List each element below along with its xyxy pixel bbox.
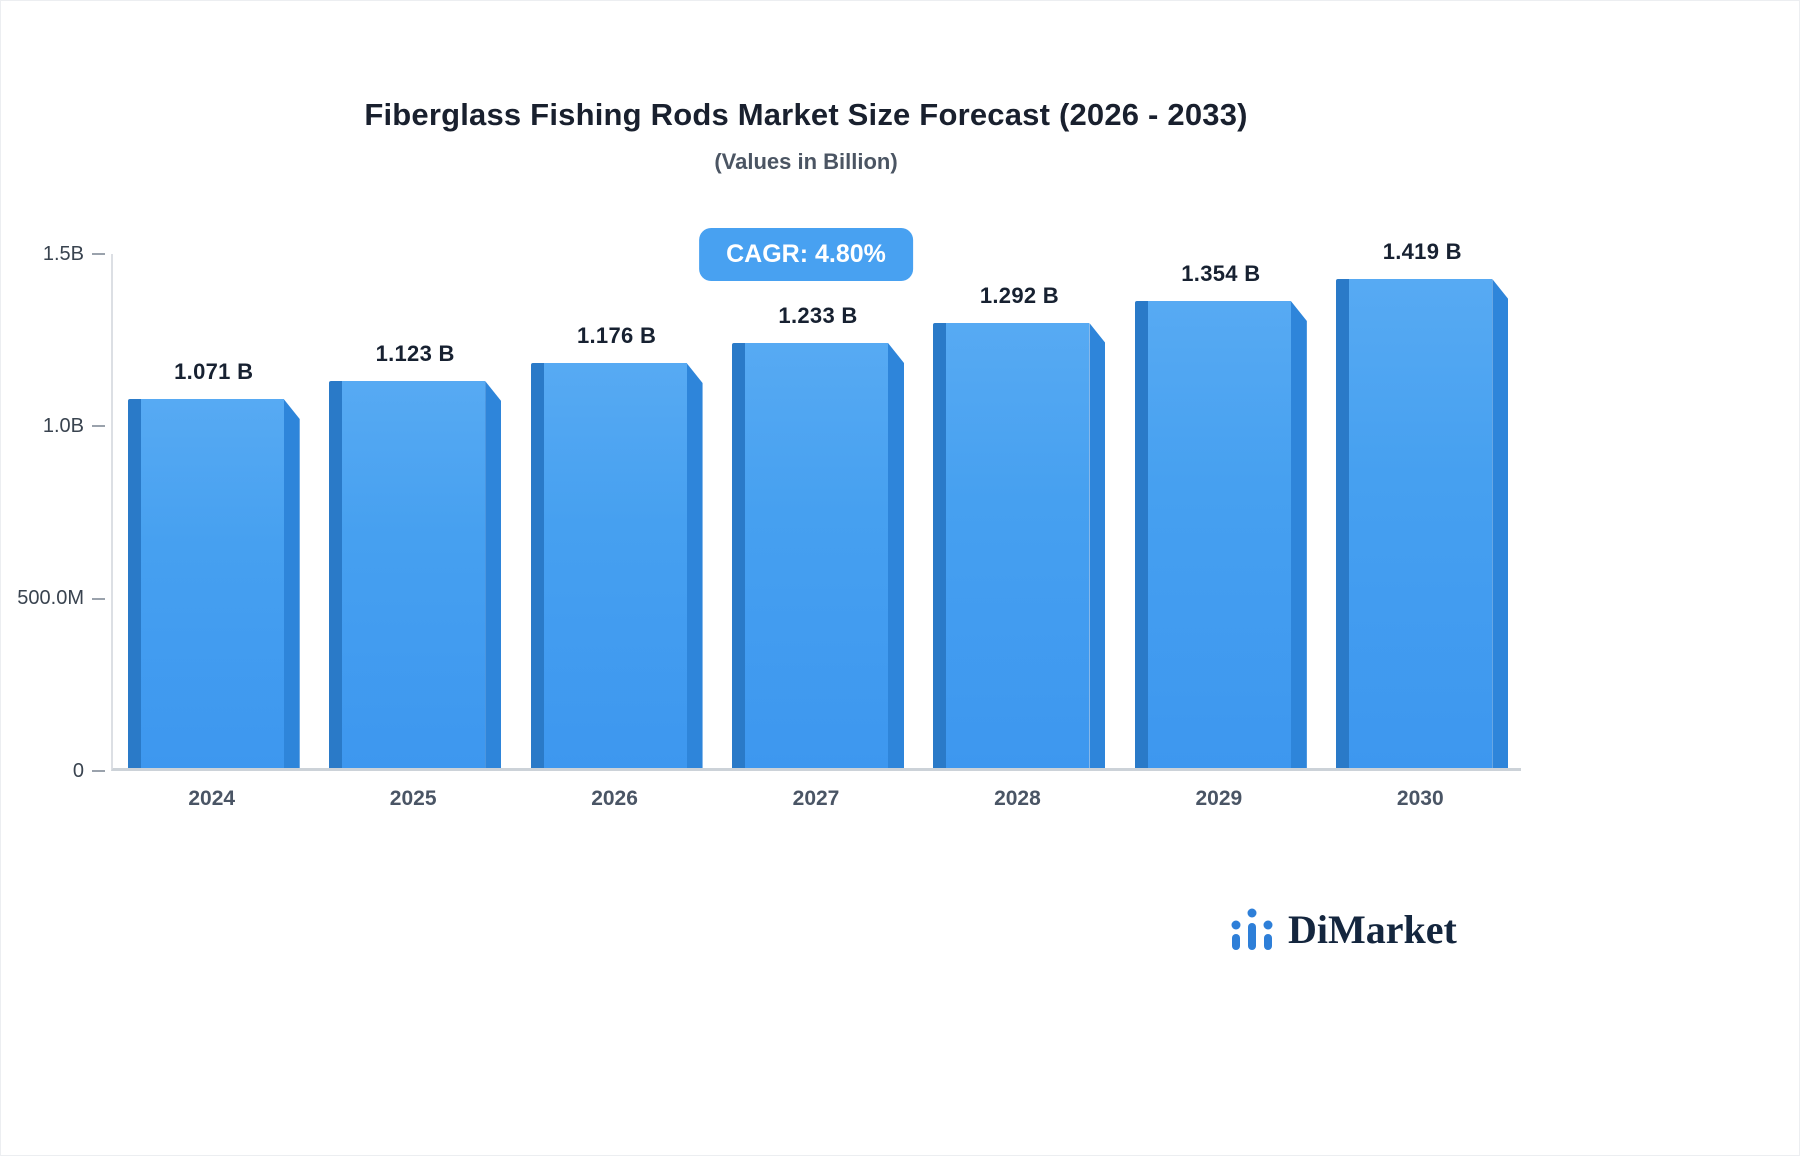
bar-chart-with-dots-icon (1229, 904, 1277, 955)
y-tick: 500.0M (1, 587, 105, 611)
bar-main-face (543, 363, 687, 768)
bar-main-face (1349, 279, 1493, 768)
bar-left-face (329, 381, 343, 768)
bar-left-face (127, 399, 141, 768)
bar-value-label: 1.176 B (576, 323, 657, 348)
brand-logo: DiMarket (1229, 904, 1457, 955)
y-tick: 1.5B (1, 242, 105, 266)
bar-2029 (1134, 301, 1307, 768)
bar-2030 (1336, 279, 1509, 768)
y-tick-label: 500.0M (17, 587, 84, 610)
bar-value-label: 1.233 B (778, 303, 858, 328)
y-tick-label: 1.5B (42, 242, 84, 265)
bar-left-face (1336, 279, 1350, 768)
bar-value-label: 1.419 B (1382, 239, 1462, 264)
bar-2024 (127, 399, 300, 768)
y-tick-label: 1.0B (42, 414, 84, 437)
bar-main-face (1147, 301, 1291, 768)
bar-right-face (485, 381, 502, 768)
bar-main-face (946, 323, 1090, 768)
bar-right-face (1492, 279, 1509, 768)
bar-2027 (732, 343, 904, 768)
bar-right-face (888, 343, 904, 768)
chart-title: Fiberglass Fishing Rods Market Size Fore… (364, 97, 1248, 132)
bar-value-label: 1.354 B (1181, 261, 1261, 286)
bar-right-face (686, 363, 703, 768)
chart-subtitle: (Values in Billion) (714, 149, 898, 174)
x-axis-label: 2027 (792, 787, 840, 810)
bar-value-label: 1.123 B (375, 341, 455, 366)
bar-main-face (745, 343, 888, 768)
y-tick: 1.0B (1, 414, 105, 438)
plot-area: 1.071 B 1.123 B 1.176 B 1.233 B 1.292 B 1.354… (111, 239, 1521, 771)
x-axis-label: 2028 (994, 787, 1041, 810)
x-axis-label: 2024 (188, 787, 236, 810)
x-axis-label: 2030 (1396, 787, 1444, 810)
y-tick: 0 (1, 759, 105, 783)
bar-2028 (933, 323, 1106, 768)
x-axis-label: 2025 (389, 787, 437, 810)
bar-main-face (140, 399, 284, 768)
bar-right-face (1290, 301, 1307, 768)
x-axis-labels: 2024 2025 2026 2027 2028 2029 2030 (111, 787, 1521, 827)
y-tick-mark (92, 425, 105, 428)
bar-left-face (933, 323, 947, 768)
bar-value-label: 1.071 B (174, 359, 254, 384)
chart-header: Fiberglass Fishing Rods Market Size Fore… (91, 97, 1521, 175)
bar-2025 (329, 381, 502, 768)
cagr-badge: CAGR: 4.80% (699, 228, 913, 281)
bar-left-face (530, 363, 544, 768)
y-tick-mark (92, 253, 105, 255)
bar-right-face (283, 399, 300, 768)
bar-main-face (342, 381, 486, 768)
bar-right-face (1089, 323, 1106, 768)
bar-left-face (1134, 301, 1148, 768)
y-axis: 1.5B 1.0B 500.0M 0 (1, 243, 105, 782)
x-axis-label: 2029 (1195, 787, 1243, 810)
y-tick-mark (92, 770, 105, 772)
bar-left-face (732, 343, 745, 768)
bar-2026 (530, 363, 703, 768)
y-tick-mark (92, 597, 105, 600)
brand-name: DiMarket (1288, 907, 1457, 952)
bar-value-label: 1.292 B (979, 283, 1059, 308)
y-tick-label: 0 (72, 759, 84, 782)
x-axis-label: 2026 (591, 787, 638, 810)
